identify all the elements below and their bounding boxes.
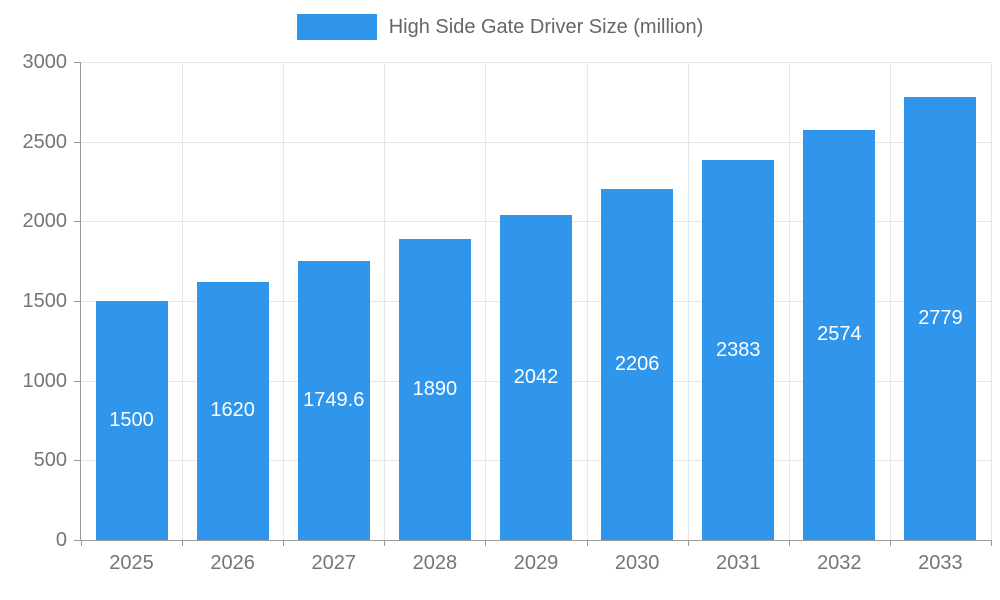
bar-value-label: 1890 (412, 377, 458, 400)
x-axis-tick-label: 2030 (614, 552, 660, 574)
bar-2026[interactable]: 1620 (196, 281, 269, 540)
bar-value-label: 1620 (210, 399, 255, 422)
bar-2030[interactable]: 2206 (601, 188, 674, 540)
bar-2028[interactable]: 1890 (398, 238, 471, 540)
legend-swatch[interactable] (296, 14, 377, 40)
legend: High Side Gate Driver Size (million) (0, 14, 1000, 40)
x-axis-tick-label: 2025 (109, 552, 154, 574)
x-tick-mark (485, 540, 487, 546)
y-tick-mark (74, 62, 80, 63)
bar-value-label: 2779 (918, 307, 963, 330)
y-axis-tick-label: 1500 (22, 290, 68, 312)
x-axis-tick-label: 2031 (715, 552, 761, 574)
x-tick-mark (788, 540, 790, 546)
x-tick-mark (991, 540, 992, 546)
x-tick-mark (81, 540, 82, 546)
bar-value-label: 2383 (715, 338, 761, 361)
x-axis-tick-label: 2026 (210, 552, 255, 574)
plot-area: 0 500 1000 1500 2000 2500 3000 1500 2025 1620 2026… (23, 51, 992, 574)
gridline-vertical (485, 62, 487, 540)
x-axis-tick-label: 2032 (817, 552, 862, 574)
bar-2029[interactable]: 2042 (500, 214, 572, 540)
gridline-vertical (586, 62, 588, 540)
x-axis-tick-label: 2027 (311, 552, 357, 574)
gridline-vertical (687, 62, 689, 540)
y-axis-tick-label: 1000 (22, 369, 68, 392)
bar-2033[interactable]: 2779 (904, 97, 977, 540)
y-tick-mark (74, 540, 80, 541)
bar-2031[interactable]: 2383 (702, 160, 775, 540)
bar-value-label: 2206 (614, 352, 660, 375)
x-tick-mark (586, 540, 588, 546)
x-tick-mark (687, 540, 689, 546)
x-axis-tick-label: 2033 (918, 552, 963, 574)
gridline-vertical (384, 62, 386, 540)
y-tick-mark (74, 380, 80, 382)
y-axis-tick-label: 500 (33, 449, 67, 472)
bar-2032[interactable]: 2574 (803, 129, 876, 540)
y-tick-mark (74, 141, 80, 143)
bar-2025[interactable]: 1500 (95, 301, 168, 540)
gridline-vertical (788, 62, 790, 540)
y-tick-mark (74, 221, 80, 223)
x-axis-tick-label: 2028 (412, 552, 458, 574)
gridline-horizontal (81, 141, 991, 143)
x-axis-tick-label: 2029 (513, 552, 559, 574)
gridline-vertical (991, 62, 992, 540)
x-tick-mark (283, 540, 285, 546)
x-tick-mark (384, 540, 386, 546)
bar-value-label: 1500 (109, 409, 154, 431)
y-axis-tick-label: 2500 (22, 130, 68, 153)
gridline-vertical (182, 62, 184, 540)
gridline-horizontal (81, 62, 991, 63)
bar-2027[interactable]: 1749.6 (297, 261, 370, 540)
x-tick-mark (889, 540, 891, 546)
y-axis-tick-label: 2000 (22, 210, 68, 233)
gridline-vertical (889, 62, 891, 540)
y-tick-mark (74, 460, 80, 462)
bar-value-label: 2574 (817, 323, 862, 346)
x-tick-mark (182, 540, 184, 546)
gridline-vertical (283, 62, 285, 540)
bar-value-label: 1749.6 (303, 389, 365, 412)
y-axis-tick-label: 0 (55, 529, 67, 551)
y-tick-mark (74, 301, 80, 302)
bar-value-label: 2042 (513, 365, 559, 388)
y-axis-tick-label: 3000 (22, 51, 68, 73)
legend-label[interactable]: High Side Gate Driver Size (million) (388, 15, 704, 38)
